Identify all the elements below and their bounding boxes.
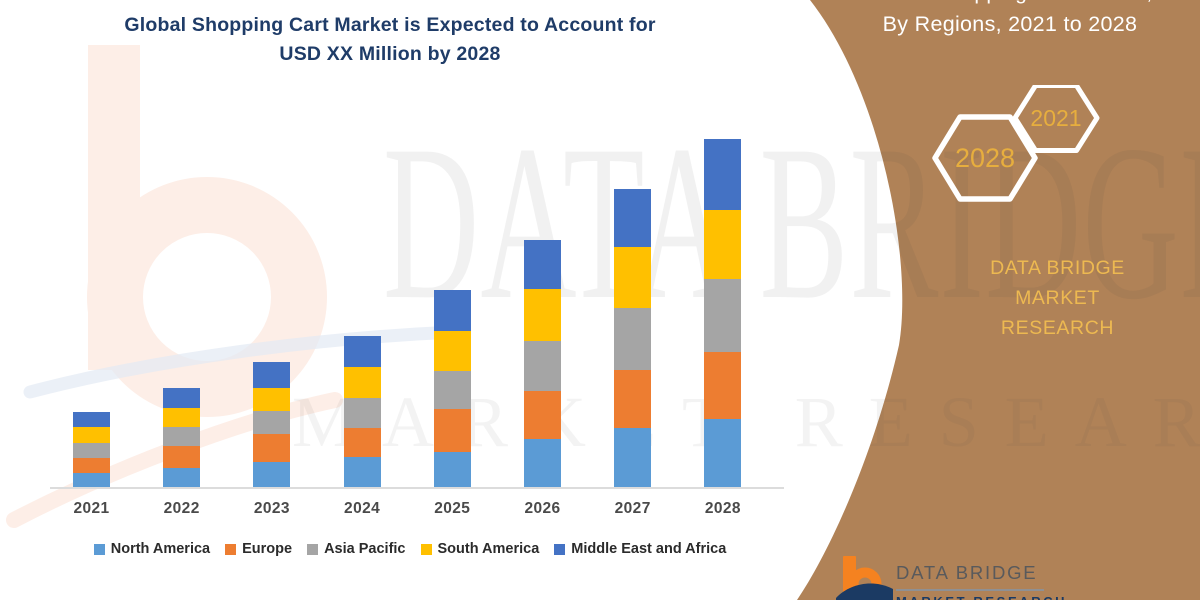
- bar-segment: [614, 247, 652, 308]
- bar-segment: [524, 391, 561, 439]
- chart-title: Global Shopping Cart Market is Expected …: [20, 11, 760, 69]
- bar-segment: [704, 352, 742, 419]
- bar-segment: [704, 419, 742, 487]
- legend-label: Asia Pacific: [324, 541, 406, 557]
- chart-title-line1: Global Shopping Cart Market is Expected …: [124, 14, 656, 36]
- bar-segment: [433, 452, 471, 487]
- chart-legend: North America Europe Asia Pacific South Ame…: [40, 541, 780, 557]
- legend-label: South America: [437, 541, 540, 557]
- legend-item: North America: [93, 541, 211, 557]
- bar-segment: [343, 398, 381, 428]
- x-axis-label: 2025: [434, 500, 471, 517]
- bar-segment: [524, 240, 561, 289]
- legend-label: Europe: [242, 541, 293, 557]
- legend-marker-icon: [420, 543, 432, 555]
- bar-segment: [614, 370, 652, 428]
- bar-segment: [433, 290, 471, 331]
- legend-label: North America: [110, 541, 211, 557]
- bar-segment: [704, 210, 742, 279]
- bar-segment: [524, 439, 561, 487]
- legend-item: South America: [420, 541, 540, 557]
- chart-title-line2: USD XX Million by 2028: [279, 43, 501, 65]
- bar-2026: [524, 240, 561, 487]
- x-axis-label: 2027: [614, 500, 651, 517]
- bar-segment: [343, 428, 381, 457]
- legend-item: Middle East and Africa: [554, 541, 726, 557]
- x-axis-label: 2028: [704, 500, 741, 517]
- legend-item: Europe: [225, 541, 292, 557]
- footer-logo-sub: MARKET RESEARCH: [896, 594, 1067, 600]
- bar-segment: [524, 289, 561, 341]
- bar-segment: [704, 279, 742, 352]
- bar-segment: [433, 409, 471, 452]
- bar-segment: [614, 308, 652, 370]
- x-axis-label: 2026: [524, 500, 561, 517]
- bar-2027: [614, 189, 652, 487]
- legend-marker-icon: [225, 543, 237, 555]
- bar-segment: [704, 139, 742, 210]
- x-axis-label: 2024: [344, 500, 381, 517]
- footer-logo-rule: [896, 589, 1044, 591]
- data-bridge-logo-icon: [836, 556, 893, 600]
- bar-segment: [524, 341, 561, 391]
- footer-logo-name: DATA BRIDGE: [896, 562, 1038, 583]
- bar-2028: [704, 139, 742, 487]
- bar-segment: [614, 428, 652, 487]
- legend-marker-icon: [307, 543, 319, 555]
- legend-item: Asia Pacific: [307, 541, 406, 557]
- legend-marker-icon: [93, 543, 105, 555]
- x-axis-line: [50, 487, 784, 489]
- bar-segment: [614, 189, 652, 247]
- legend-marker-icon: [554, 543, 566, 555]
- legend-label: Middle East and Africa: [571, 541, 727, 557]
- bar-segment: [343, 457, 381, 487]
